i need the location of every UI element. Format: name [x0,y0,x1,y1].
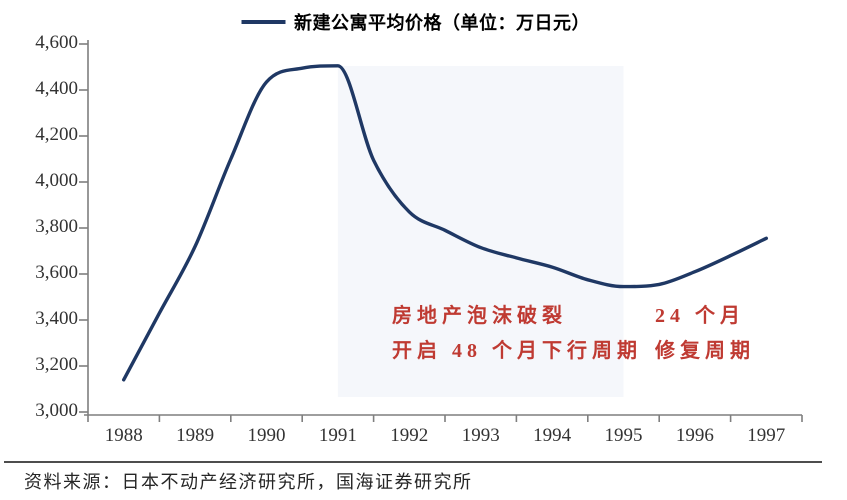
legend-label: 新建公寓平均价格（单位：万日元） [294,13,590,33]
legend-line-swatch [241,20,285,24]
annotation-recovery-line2: 修复周期 [655,340,755,362]
chart-legend: 新建公寓平均价格（单位：万日元） [241,9,590,35]
source-divider [4,461,822,463]
source-note: 资料来源：日本不动产经济研究所，国海证券研究所 [24,472,473,492]
annotation-recovery-line1: 24 个月 [655,305,745,327]
annotation-downturn-line1: 房地产泡沫破裂 [392,305,567,327]
downturn-highlight-band [337,66,624,397]
chart-axes [79,40,803,422]
annotation-downturn-line2: 开启 48 个月下行周期 [392,340,642,362]
annotation-downturn: 房地产泡沫破裂 开启 48 个月下行周期 [392,299,642,369]
annotation-recovery: 24 个月 修复周期 [655,299,755,369]
price-line-series [122,64,768,382]
